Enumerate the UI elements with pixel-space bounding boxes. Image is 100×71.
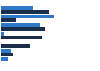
Bar [1,49,11,53]
Bar [1,23,40,27]
Bar [1,53,13,56]
Bar [1,18,15,22]
Bar [1,58,8,61]
Bar [1,15,54,18]
Bar [1,32,4,36]
Bar [1,10,49,13]
Bar [1,6,33,10]
Bar [1,27,44,31]
Bar [1,36,42,39]
Bar [1,44,30,48]
